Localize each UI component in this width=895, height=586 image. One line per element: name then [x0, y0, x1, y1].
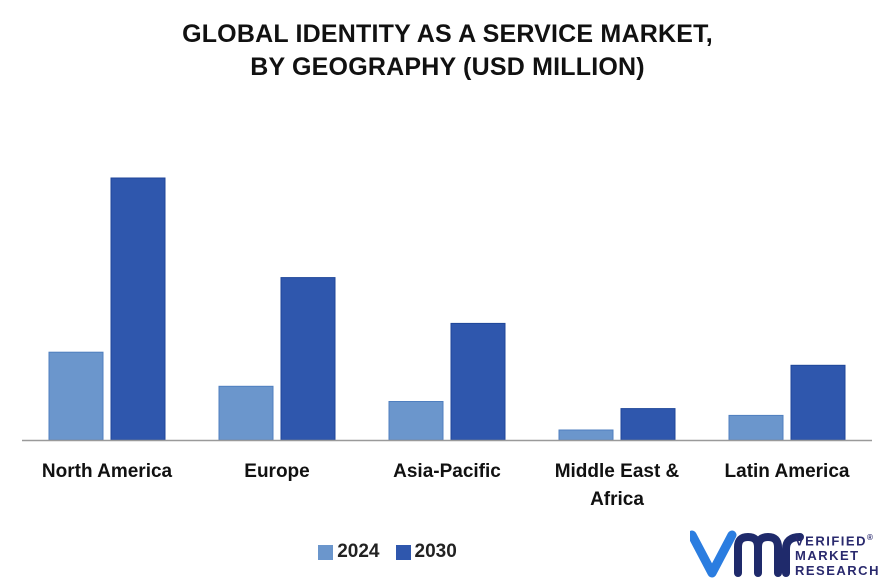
legend-swatch-2030 — [395, 544, 411, 560]
bar-2030-asia-pacific — [450, 322, 506, 441]
chart-title-line-2: BY GEOGRAPHY (USD MILLION) — [250, 53, 645, 81]
bar-2030-middle-east-africa — [620, 408, 676, 441]
chart-title: GLOBAL IDENTITY AS A SERVICE MARKET, BY … — [0, 18, 895, 84]
bar-2024-europe — [218, 385, 274, 441]
vmr-logo-text: VERIFIED® MARKET RESEARCH — [795, 530, 880, 578]
tick-label-asia-pacific: Asia-Pacific — [393, 461, 501, 482]
bar-2024-latin-america — [728, 414, 784, 441]
logo-line-research: RESEARCH — [795, 563, 880, 579]
chart-title-line-1: GLOBAL IDENTITY AS A SERVICE MARKET, — [182, 20, 713, 48]
logo-line-verified: VERIFIED® — [795, 533, 873, 549]
legend-label-2024: 2024 — [337, 541, 380, 562]
registered-mark: ® — [866, 533, 873, 542]
bar-2030-latin-america — [790, 364, 846, 441]
vmr-logo-mark — [690, 530, 804, 578]
legend-swatch-2024 — [318, 544, 334, 560]
tick-label-europe: Europe — [244, 461, 309, 482]
legend-item-2024: 2024 — [318, 541, 380, 563]
legend-label-2030: 2030 — [414, 541, 457, 562]
bar-2030-north-america — [110, 177, 166, 441]
bar-2030-europe — [280, 277, 336, 441]
tick-label-north-america: North America — [42, 461, 173, 482]
logo-line-market: MARKET — [795, 548, 860, 564]
tick-label-latin-america: Latin America — [725, 461, 850, 482]
legend-item-2030: 2030 — [395, 541, 457, 563]
bar-2024-north-america — [48, 351, 104, 441]
tick-label-middle-east-africa: Middle East & Africa — [555, 461, 680, 510]
bar-2024-middle-east-africa — [558, 429, 614, 441]
bar-2024-asia-pacific — [388, 401, 444, 441]
legend: 2024 2030 — [0, 541, 895, 563]
